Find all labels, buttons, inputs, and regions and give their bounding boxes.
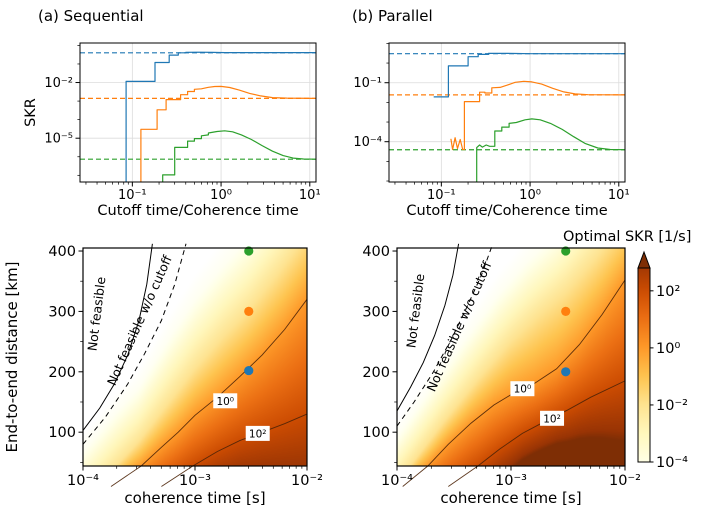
- axes-frame: [396, 247, 626, 467]
- contour-label: 10²: [543, 413, 561, 425]
- x-tick-label: 10⁻³: [179, 473, 211, 489]
- not-feasible-label: Not feasible: [403, 273, 427, 349]
- x-tick-label: 10⁻³: [495, 473, 527, 489]
- y-tick-label: 200: [362, 365, 390, 381]
- chart-top-parallel: 10⁻¹ 10⁰ 10¹ 10⁻¹ 10⁻⁴ Cutoff time/Coherence …: [353, 42, 630, 219]
- y-tick-label: 100: [48, 425, 76, 441]
- y-tick-label: 400: [362, 244, 390, 260]
- axes-frame: [388, 42, 626, 183]
- x-tick-label: 10⁻⁴: [67, 473, 99, 489]
- x-axis-label: coherence time [s]: [440, 489, 581, 507]
- sample-dot-green: [561, 246, 571, 256]
- x-axis-label: coherence time [s]: [124, 489, 265, 507]
- x-tick-label: 10⁰: [519, 188, 541, 203]
- x-tick-label: 10¹: [299, 188, 321, 203]
- heatmap-canvas-parallel: [397, 248, 625, 466]
- skr-curve-green: [162, 130, 316, 182]
- contour-line-10⁰: [110, 299, 308, 487]
- y-tick-label: 200: [48, 365, 76, 381]
- boundary-solid: [396, 243, 460, 412]
- x-tick-label: 10⁻¹: [118, 188, 147, 203]
- colorbar-over-arrow: [637, 250, 651, 269]
- x-tick-label: 10⁻¹: [427, 188, 456, 203]
- x-tick-label: 10⁰: [210, 188, 232, 203]
- skr-curve-orange: [140, 85, 316, 182]
- contour-label-box: [213, 393, 238, 409]
- contour-label: 10⁰: [514, 384, 532, 396]
- boundary-solid: [82, 243, 153, 431]
- contour-label-box: [510, 381, 535, 397]
- skr-curve-orange: [450, 80, 625, 151]
- skr-curve-blue: [125, 51, 316, 182]
- contour-line-10²: [448, 380, 626, 487]
- y-tick-label: 10⁻²: [44, 76, 73, 91]
- x-tick-label: 10⁻²: [291, 473, 323, 489]
- y-tick-label: 10⁻⁴: [353, 135, 382, 150]
- colorbar-bar: [637, 267, 651, 463]
- sample-dot-orange: [561, 306, 571, 317]
- boundary-dashed: [82, 243, 187, 445]
- x-tick-label: 10⁻⁴: [381, 473, 413, 489]
- y-tick-label: 100: [362, 425, 390, 441]
- skr-curve-blue: [433, 52, 625, 98]
- colorbar-tick-label: 10⁰: [656, 341, 680, 357]
- contour-label: 10²: [249, 428, 267, 440]
- sample-dot-orange: [244, 306, 254, 317]
- skr-curve-green: [476, 118, 625, 182]
- y-axis-label: SKR: [23, 98, 39, 127]
- boundary-dashed: [396, 243, 494, 427]
- y-tick-label: 10⁻⁵: [44, 132, 73, 147]
- x-tick-label: 10⁻²: [609, 473, 641, 489]
- colorbar-tick-label: 10⁻⁴: [656, 455, 688, 471]
- contour-label-box: [245, 425, 270, 441]
- y-tick-label: 300: [48, 304, 76, 320]
- chart-top-sequential: 10⁻¹ 10⁰ 10¹ 10⁻² 10⁻⁵ Cutoff time/Coherence …: [23, 42, 321, 219]
- not-feasible-label: Not feasible: [84, 276, 108, 352]
- not-feasible-wo-cutoff-label: Not feasible w/o cutoff: [424, 259, 495, 394]
- axes-frame: [79, 42, 317, 183]
- not-feasible-wo-cutoff-label: Not feasible w/o cutoff: [104, 253, 175, 388]
- x-axis-label: Cutoff time/Coherence time: [406, 203, 607, 219]
- y-tick-label: 10⁻¹: [353, 76, 382, 91]
- sample-dot-green: [244, 246, 254, 256]
- panel-a-heading: (a) Sequential: [38, 7, 144, 25]
- y-tick-label: 300: [362, 304, 390, 320]
- sample-dot-blue: [244, 365, 254, 376]
- panel-b-heading: (b) Parallel: [352, 7, 433, 25]
- contour-label: 10⁰: [216, 396, 234, 408]
- y-axis-label: End-to-end distance [km]: [3, 261, 21, 452]
- sample-dot-blue: [561, 367, 571, 377]
- contour-label-box: [540, 410, 565, 426]
- colorbar-title: Optimal SKR [1/s]: [563, 229, 692, 245]
- x-tick-label: 10¹: [608, 188, 630, 203]
- colorbar-tick-label: 10²: [656, 284, 680, 300]
- colorbar: 10² 10⁰ 10⁻² 10⁻⁴: [637, 250, 688, 471]
- y-tick-label: 400: [48, 244, 76, 260]
- x-axis-label: Cutoff time/Coherence time: [97, 203, 298, 219]
- colorbar-tick-label: 10⁻²: [656, 398, 688, 414]
